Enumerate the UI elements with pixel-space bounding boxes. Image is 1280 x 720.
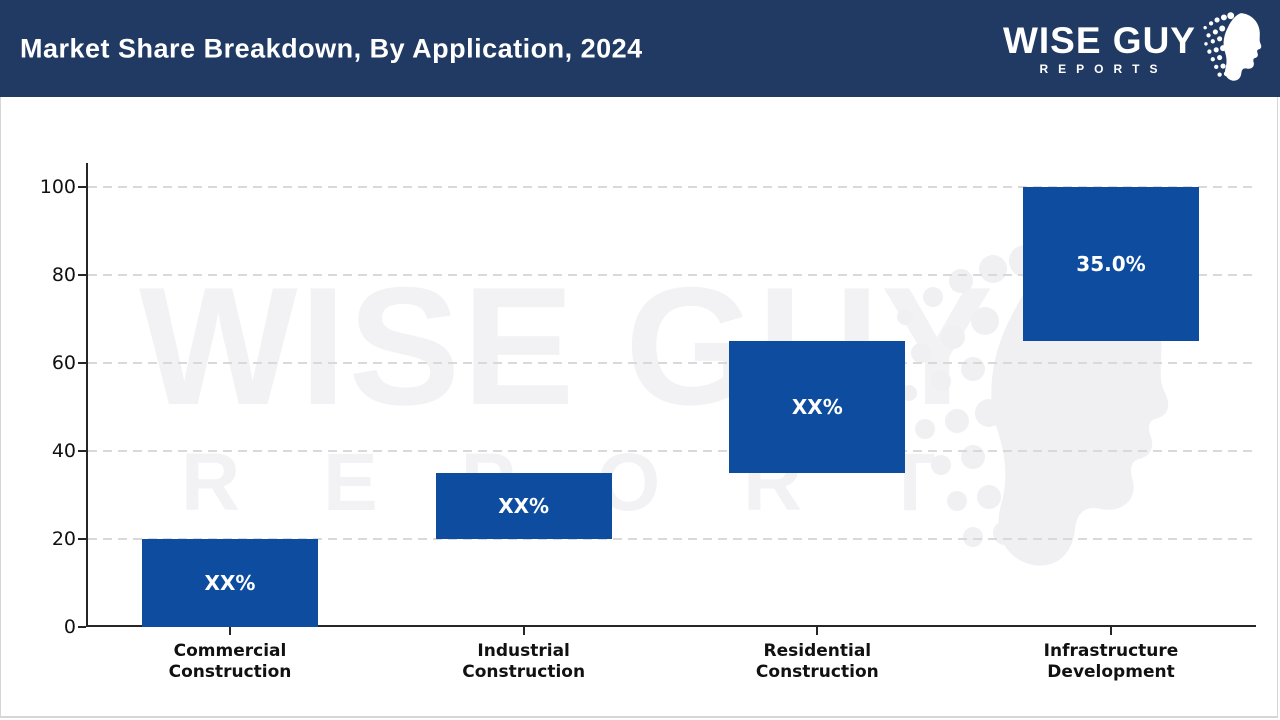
- x-axis-spine: [86, 625, 1256, 627]
- bar-value-label: 35.0%: [1076, 251, 1146, 276]
- x-tick-mark: [1110, 627, 1112, 635]
- face-dots-icon: [1203, 12, 1262, 81]
- y-tick-mark: [78, 185, 86, 188]
- gridline: [88, 449, 1253, 452]
- page-title: Market Share Breakdown, By Application, …: [20, 33, 643, 63]
- x-tick-mark: [522, 627, 525, 635]
- bar-segment: [1023, 186, 1199, 341]
- header-bar: Market Share Breakdown, By Application, …: [0, 0, 1280, 97]
- y-tick-label: 100: [39, 175, 76, 198]
- bar-value-label: XX%: [498, 493, 550, 518]
- y-tick-label: 0: [63, 616, 76, 638]
- y-tick-mark: [78, 361, 86, 364]
- category-label: Infrastructure Development: [1043, 641, 1179, 682]
- y-tick-label: 80: [51, 263, 76, 286]
- y-tick-mark: [78, 626, 86, 628]
- bar-segment: [142, 538, 318, 627]
- y-tick-label: 20: [51, 527, 76, 550]
- watermark-reports-text: R E P O R T S: [181, 437, 1103, 528]
- x-tick-mark: [229, 627, 231, 635]
- y-tick-mark: [78, 537, 86, 540]
- y-tick-label: 60: [51, 351, 76, 374]
- bar-segment: [729, 340, 906, 473]
- brand-subname: REPORTS: [1039, 62, 1168, 76]
- brand-logo-text: WISE GUY REPORTS: [1003, 22, 1196, 76]
- gridline: [88, 273, 1253, 276]
- brand-name: WISE GUY: [1002, 20, 1196, 61]
- y-tick-mark: [78, 449, 86, 452]
- gridline: [88, 361, 1253, 364]
- bar-segment: [435, 472, 612, 539]
- category-label: Residential Construction: [755, 641, 879, 682]
- category-label: Industrial Construction: [462, 641, 586, 682]
- gridline: [88, 537, 1253, 540]
- bar-value-label: XX%: [791, 394, 843, 419]
- bar-value-label: XX%: [204, 570, 256, 595]
- y-tick-mark: [78, 273, 86, 276]
- gridline: [88, 185, 1253, 188]
- brand-logo: WISE GUY REPORTS: [1003, 8, 1264, 90]
- y-axis-spine: [86, 163, 88, 627]
- y-tick-label: 40: [51, 439, 76, 462]
- x-tick-mark: [816, 627, 819, 635]
- category-label: Commercial Construction: [168, 641, 292, 682]
